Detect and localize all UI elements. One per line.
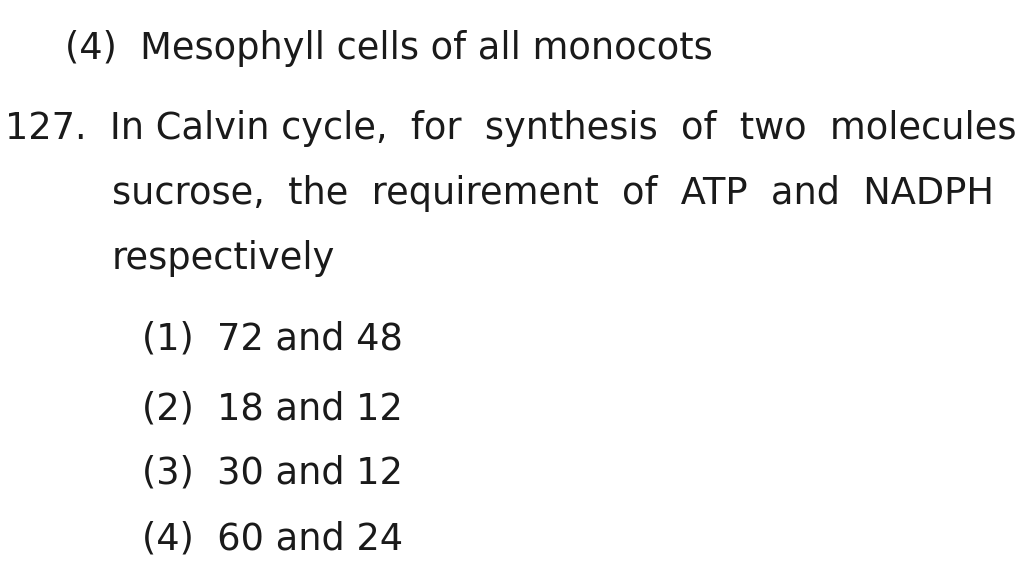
- Text: sucrose,  the  requirement  of  ATP  and  NADPH: sucrose, the requirement of ATP and NADP…: [112, 175, 994, 212]
- Text: (3)  30 and 12: (3) 30 and 12: [142, 455, 402, 492]
- Text: (4)  60 and 24: (4) 60 and 24: [142, 520, 403, 557]
- Text: (1)  72 and 48: (1) 72 and 48: [142, 320, 402, 357]
- Text: 127.  In Calvin cycle,  for  synthesis  of  two  molecules: 127. In Calvin cycle, for synthesis of t…: [5, 110, 1017, 147]
- Text: (2)  18 and 12: (2) 18 and 12: [142, 390, 402, 427]
- Text: (4)  Mesophyll cells of all monocots: (4) Mesophyll cells of all monocots: [65, 30, 713, 67]
- Text: respectively: respectively: [112, 240, 336, 277]
